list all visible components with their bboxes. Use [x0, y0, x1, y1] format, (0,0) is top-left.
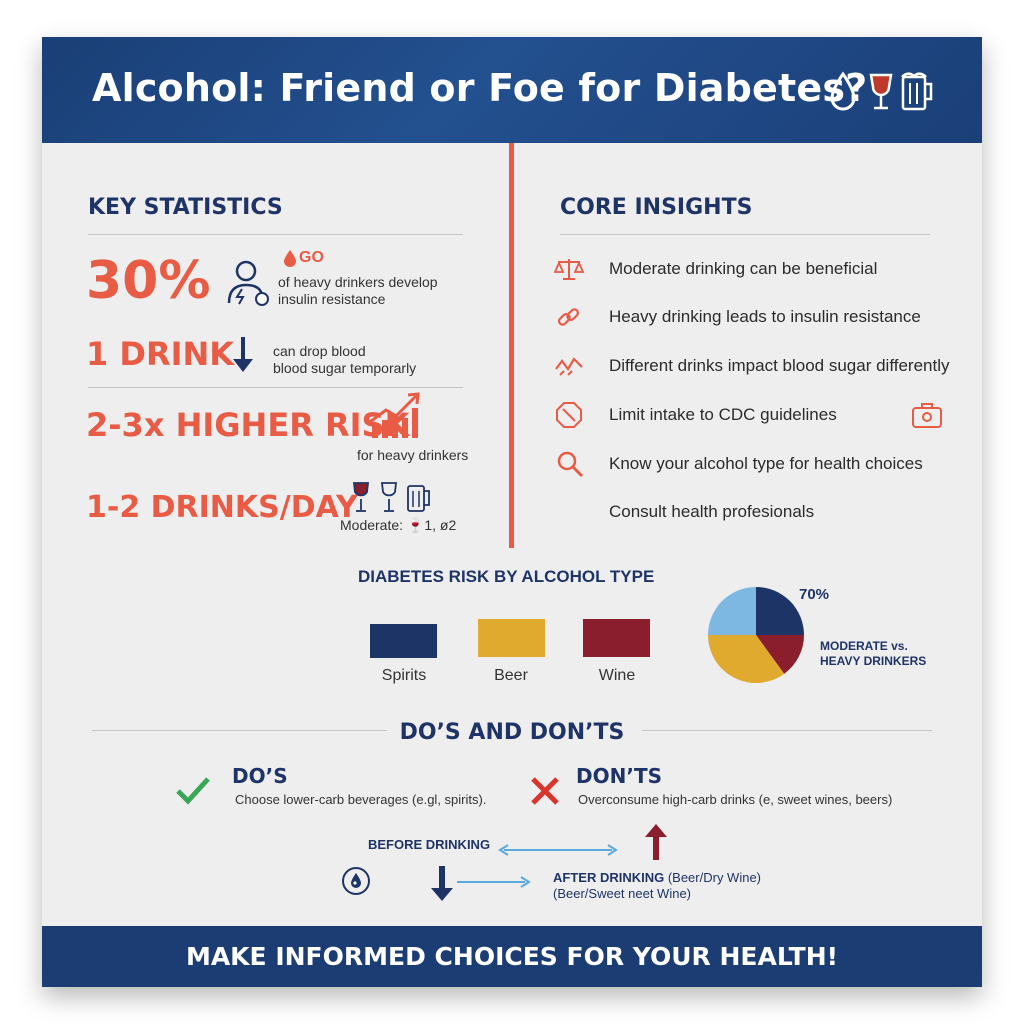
risk-chart-title: DIABETES RISK BY ALCOHOL TYPE — [358, 567, 655, 586]
after-drinking-label: AFTER DRINKING (Beer/Dry Wine) — [553, 870, 761, 885]
divider — [92, 730, 387, 731]
stat2-text-line2: blood sugar temporarly — [273, 360, 417, 376]
stat-badge: GO — [299, 249, 324, 266]
column-divider — [509, 143, 514, 548]
divider — [560, 234, 930, 235]
stat-drinks-per-day: 1-2 DRINKS/DAY — [86, 490, 358, 525]
medical-kit-icon — [912, 403, 942, 428]
after-drinking-bold: AFTER DRINKING — [553, 870, 665, 885]
stat1-text-line2: insulin resistance — [278, 291, 386, 307]
legend-swatch-beer — [478, 619, 545, 657]
risk-pie-chart — [708, 587, 804, 683]
stat3-text: for heavy drinkers — [357, 447, 469, 463]
chain-link-icon — [557, 308, 580, 326]
pie-slice-1 — [756, 635, 804, 674]
header-banner: Alcohol: Friend or Foe for Diabetes? — [42, 37, 982, 143]
beer-mug-icon — [901, 72, 933, 111]
person-icon — [227, 260, 269, 306]
footer-banner: MAKE INFORMED CHOICES FOR YOUR HEALTH! — [42, 926, 982, 987]
insight-item-1: Moderate drinking can be beneficial — [609, 259, 878, 278]
scale-icon — [554, 259, 584, 280]
blood-drop-circle-icon — [342, 867, 370, 895]
check-icon — [176, 777, 210, 805]
insight-item-4: Limit intake to CDC guidelines — [609, 405, 837, 424]
pie-percentage: 70% — [799, 586, 830, 603]
down-arrow-icon — [431, 866, 453, 901]
stat-higher-risk: 2-3x HIGHER RISK — [86, 406, 410, 444]
divider — [88, 234, 463, 235]
down-arrow-icon — [233, 337, 253, 372]
core-insights-title: CORE INSIGHTS — [560, 195, 753, 220]
legend-label-spirits: Spirits — [381, 667, 427, 684]
page-title: Alcohol: Friend or Foe for Diabetes? — [92, 66, 868, 110]
legend-swatch-wine — [583, 619, 650, 657]
donts-text: Overconsume high-carb drinks (e, sweet w… — [578, 792, 893, 807]
double-arrow-icon — [498, 844, 618, 856]
stat-30-percent: 30% — [86, 251, 211, 311]
drinks-icon — [352, 482, 430, 512]
stat2-text-line1: can drop blood — [273, 343, 366, 359]
divider — [88, 387, 463, 388]
donts-heading: DON’TS — [576, 764, 662, 788]
insight-item-2: Heavy drinking leads to insulin resistan… — [609, 307, 921, 326]
stat1-text-line1: of heavy drinkers develop — [278, 274, 438, 290]
dos-donts-title: DO’S AND DON’TS — [399, 720, 625, 745]
legend-swatch-spirits — [370, 624, 437, 658]
after-drinking-line2: (Beer/Sweet neet Wine) — [553, 886, 692, 901]
up-arrow-icon — [645, 824, 667, 860]
no-sign-icon — [556, 402, 582, 428]
divider — [642, 730, 932, 731]
infographic-card: Alcohol: Friend or Foe for Diabetes? KEY… — [42, 37, 982, 987]
insight-item-6: Consult health profesionals — [609, 502, 815, 521]
stat4-text: Moderate: 🍷1, ø2 — [340, 517, 457, 533]
zigzag-icon — [555, 357, 583, 376]
pie-slice-2 — [708, 635, 785, 683]
cross-icon — [531, 777, 559, 805]
insight-item-5: Know your alcohol type for health choice… — [609, 454, 923, 473]
before-drinking-label: BEFORE DRINKING — [368, 837, 491, 852]
dos-heading: DO’S — [232, 764, 288, 788]
pie-label-line2: HEAVY DRINKERS — [820, 654, 927, 668]
blood-drop-icon — [284, 250, 296, 267]
right-arrow-icon — [457, 876, 531, 888]
magnifier-icon — [557, 451, 584, 478]
key-statistics-title: KEY STATISTICS — [88, 195, 283, 220]
footer-cta: MAKE INFORMED CHOICES FOR YOUR HEALTH! — [185, 942, 839, 971]
bar-growth-icon — [369, 392, 420, 438]
legend-label-wine: Wine — [598, 667, 636, 684]
pie-slice-0 — [756, 587, 804, 635]
insight-item-3: Different drinks impact blood sugar diff… — [609, 356, 950, 375]
wine-glass-icon — [869, 73, 893, 110]
pie-slice-3 — [708, 587, 756, 635]
pie-label-line1: MODERATE vs. — [820, 639, 908, 653]
legend-label-beer: Beer — [494, 667, 528, 684]
after-drinking-rest: (Beer/Dry Wine) — [664, 870, 762, 885]
dos-text: Choose lower-carb beverages (e.gl, spiri… — [235, 792, 487, 807]
drop-icon — [830, 71, 856, 111]
stat-1-drink: 1 DRINK — [86, 335, 235, 373]
